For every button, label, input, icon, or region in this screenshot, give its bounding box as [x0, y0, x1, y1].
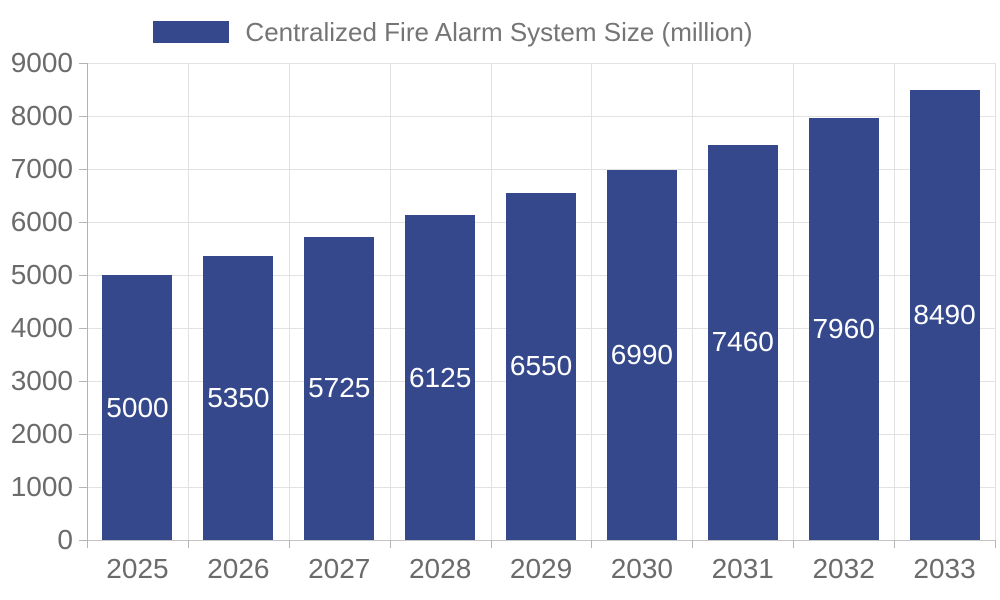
bar[interactable]	[808, 118, 879, 540]
x-tick-label: 2033	[913, 553, 976, 584]
v-gridline	[995, 63, 996, 540]
x-axis-tick	[390, 540, 391, 548]
y-axis-tick	[79, 328, 87, 329]
x-tick-label: 2032	[812, 553, 875, 584]
bar-value-label: 7460	[711, 326, 774, 358]
y-tick-label: 4000	[10, 312, 73, 343]
bar-value-label: 6125	[408, 361, 472, 393]
y-tick-label: 7000	[10, 153, 73, 184]
x-tick-label: 2028	[408, 553, 472, 584]
h-gridline	[87, 169, 995, 170]
h-gridline	[87, 540, 995, 541]
x-axis-tick	[289, 540, 290, 548]
y-axis-tick	[79, 275, 87, 276]
bar[interactable]	[606, 169, 677, 540]
bar-value-label: 7960	[812, 313, 875, 345]
y-tick-label: 8000	[10, 100, 73, 131]
bar-value-label: 5725	[308, 372, 371, 404]
x-axis-tick	[491, 540, 492, 548]
x-axis-tick	[591, 540, 592, 548]
y-axis-tick	[79, 116, 87, 117]
bar[interactable]	[506, 192, 576, 540]
bar-value-label: 6990	[610, 338, 673, 370]
bar-value-label: 6550	[509, 350, 573, 382]
y-tick-label: 9000	[10, 47, 73, 78]
y-axis-tick	[79, 381, 87, 382]
y-axis-tick	[79, 540, 87, 541]
y-axis-tick	[79, 169, 87, 170]
legend-swatch[interactable]	[153, 21, 230, 43]
v-gridline	[793, 63, 794, 540]
y-tick-label: 1000	[10, 471, 73, 502]
v-gridline	[188, 63, 189, 540]
legend[interactable]: Centralized Fire Alarm System Size (mill…	[0, 19, 906, 45]
bar-value-label: 5350	[207, 382, 270, 414]
y-axis-line	[87, 63, 88, 548]
x-tick-label: 2025	[106, 553, 169, 584]
x-tick-label: 2026	[207, 553, 270, 584]
bar[interactable]	[909, 90, 980, 540]
y-axis-tick	[79, 487, 87, 488]
y-tick-label: 6000	[10, 206, 73, 237]
x-axis-tick	[793, 540, 794, 548]
y-axis-tick	[79, 222, 87, 223]
v-gridline	[591, 63, 592, 540]
y-tick-label: 5000	[10, 259, 73, 290]
v-gridline	[692, 63, 693, 540]
legend-label[interactable]: Centralized Fire Alarm System Size (mill…	[245, 17, 753, 47]
bar-value-label: 5000	[106, 391, 169, 423]
x-tick-label: 2029	[509, 553, 573, 584]
x-axis-tick	[188, 540, 189, 548]
bar-value-label: 8490	[913, 299, 976, 330]
bar[interactable]	[304, 236, 375, 540]
y-tick-label: 2000	[10, 418, 73, 449]
bar[interactable]	[707, 144, 778, 540]
h-gridline	[87, 116, 995, 117]
v-gridline	[894, 63, 895, 540]
y-tick-label: 0	[57, 524, 73, 555]
v-gridline	[491, 63, 492, 540]
y-tick-label: 3000	[10, 365, 73, 396]
v-gridline	[289, 63, 290, 540]
y-axis-tick	[79, 63, 87, 64]
bar[interactable]	[203, 256, 274, 540]
bar[interactable]	[102, 275, 173, 540]
y-axis-tick	[79, 434, 87, 435]
x-tick-label: 2031	[711, 553, 774, 584]
x-axis-tick	[995, 540, 996, 548]
h-gridline	[87, 63, 995, 64]
x-axis-tick	[692, 540, 693, 548]
v-gridline	[390, 63, 391, 540]
bar[interactable]	[405, 215, 476, 540]
x-tick-label: 2027	[308, 553, 371, 584]
x-tick-label: 2030	[610, 553, 673, 584]
x-axis-tick	[894, 540, 895, 548]
